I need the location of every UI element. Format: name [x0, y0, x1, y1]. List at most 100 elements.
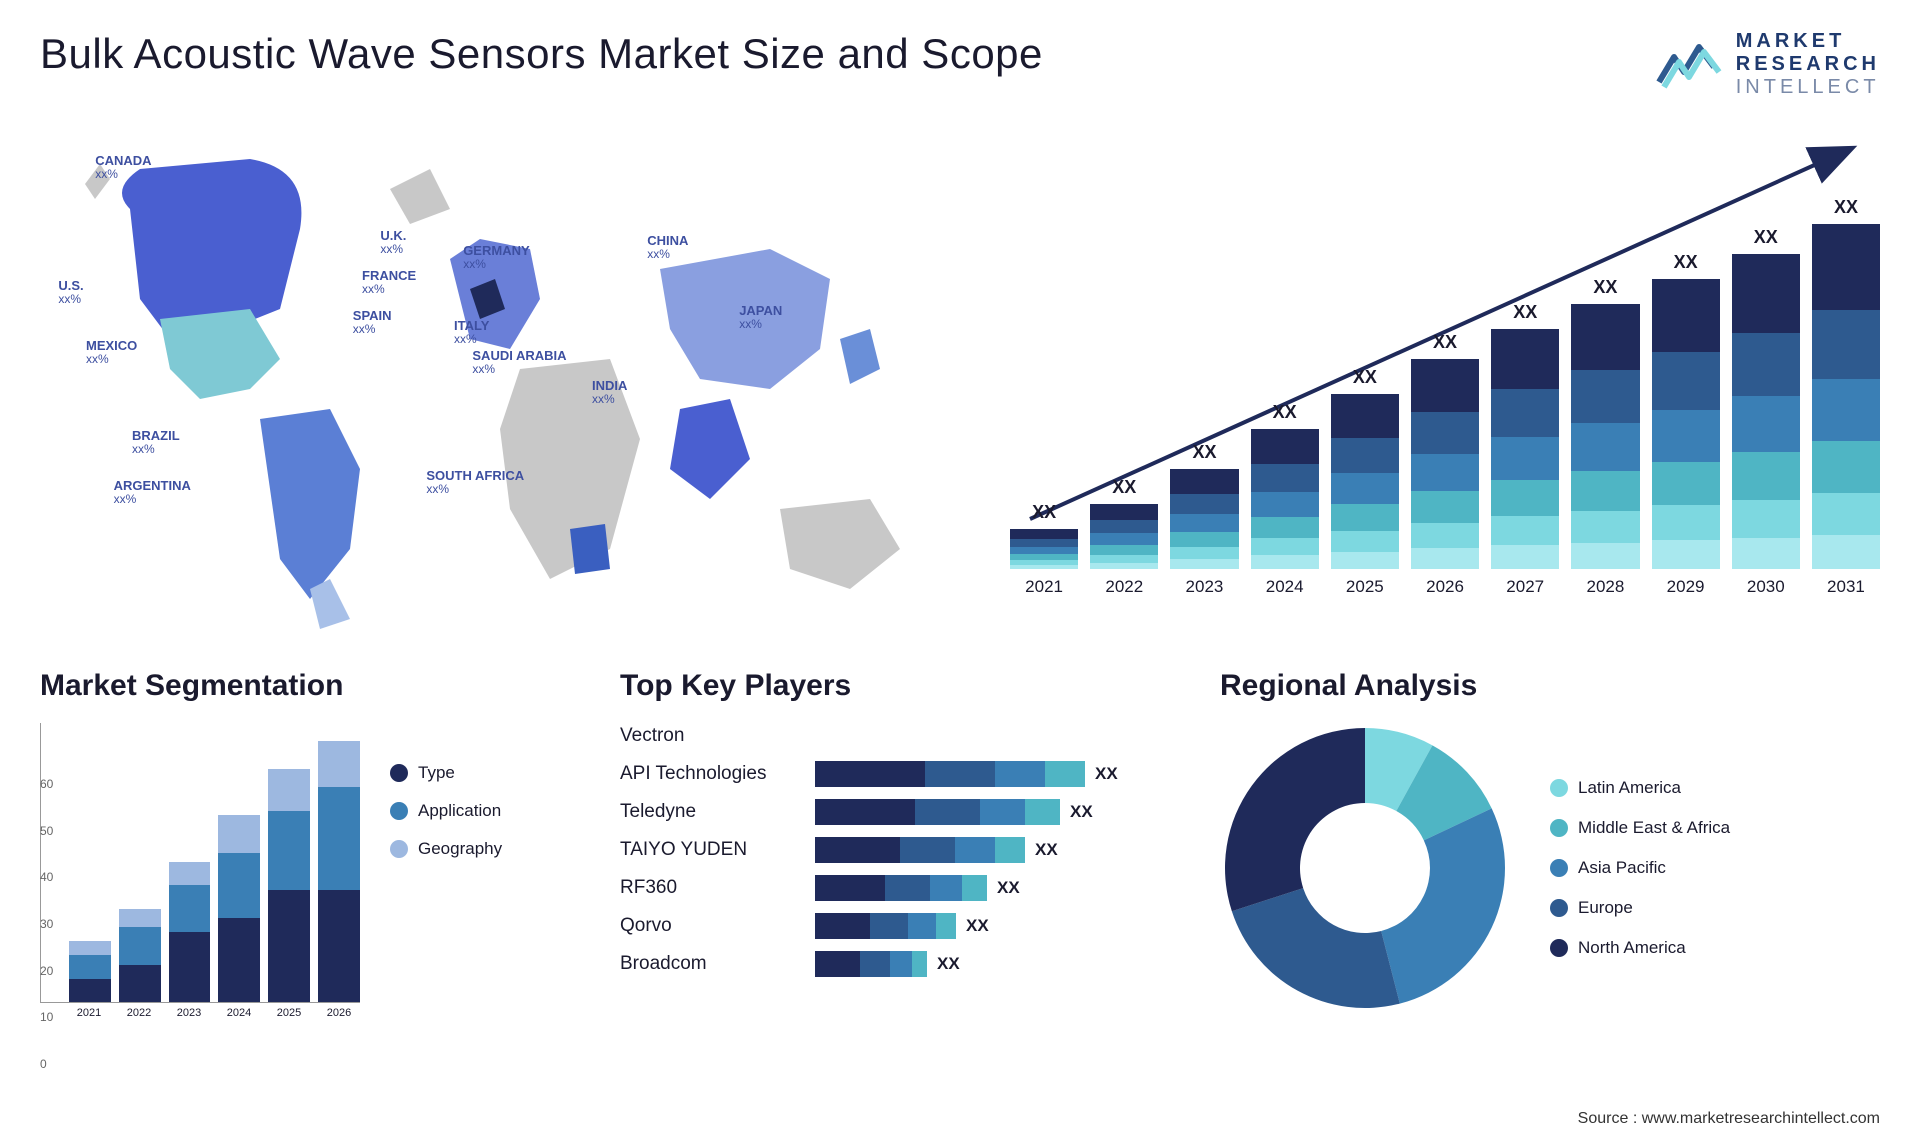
growth-bar-segment: [1812, 379, 1880, 441]
legend-dot: [1550, 779, 1568, 797]
growth-bar-segment: [1251, 517, 1319, 538]
player-bar: [815, 875, 987, 901]
legend-dot: [390, 840, 408, 858]
seg-year-label: 2023: [168, 1007, 210, 1019]
legend-label: Application: [418, 801, 501, 821]
seg-ytick: 10: [40, 1010, 53, 1024]
growth-bar-segment: [1812, 310, 1880, 379]
growth-bar-segment: [1652, 462, 1720, 506]
player-bar-segment: [995, 837, 1025, 863]
growth-bar-segment: [1090, 545, 1158, 555]
player-value: XX: [1035, 840, 1058, 860]
growth-bar-label: XX: [1834, 197, 1858, 218]
growth-year-label: 2021: [1010, 577, 1078, 597]
players-panel: Top Key Players VectronAPI TechnologiesX…: [620, 669, 1180, 1089]
map-label: CANADAxx%: [95, 154, 151, 181]
player-name: RF360: [620, 877, 800, 899]
logo-text: MARKET RESEARCH INTELLECT: [1736, 30, 1880, 99]
legend-item: Geography: [390, 839, 502, 859]
map-label: ITALYxx%: [454, 319, 489, 346]
legend-dot: [1550, 899, 1568, 917]
legend-item: Latin America: [1550, 778, 1730, 798]
growth-bar-segment: [1170, 494, 1238, 514]
player-value: XX: [1070, 802, 1093, 822]
legend-label: North America: [1578, 938, 1686, 958]
growth-bar: XX: [1732, 227, 1800, 569]
growth-bar-label: XX: [1754, 227, 1778, 248]
growth-bar-segment: [1652, 352, 1720, 410]
growth-bar: XX: [1812, 197, 1880, 569]
growth-bar-segment: [1732, 396, 1800, 453]
growth-bar-segment: [1331, 394, 1399, 438]
regional-legend: Latin America Middle East & Africa Asia Pa…: [1550, 778, 1730, 958]
player-bar-segment: [915, 799, 980, 825]
seg-ytick: 40: [40, 870, 53, 884]
seg-ytick: 20: [40, 964, 53, 978]
growth-bar-segment: [1090, 563, 1158, 570]
legend-item: Asia Pacific: [1550, 858, 1730, 878]
growth-bar-label: XX: [1032, 502, 1056, 523]
player-row: TAIYO YUDEN XX: [620, 837, 1180, 863]
growth-bar-segment: [1571, 471, 1639, 511]
growth-bar-segment: [1331, 438, 1399, 473]
legend-dot: [1550, 939, 1568, 957]
map-label: BRAZILxx%: [132, 429, 180, 456]
logo: MARKET RESEARCH INTELLECT: [1654, 30, 1880, 99]
growth-year-label: 2029: [1652, 577, 1720, 597]
segmentation-chart: 0102030405060 202120222023202420252026: [40, 723, 360, 1089]
growth-bar-segment: [1812, 535, 1880, 570]
map-label: U.K.xx%: [380, 229, 406, 256]
growth-bar-segment: [1010, 547, 1078, 554]
growth-bar-segment: [1652, 505, 1720, 540]
player-row: API TechnologiesXX: [620, 761, 1180, 787]
legend-item: Europe: [1550, 898, 1730, 918]
seg-bar-segment: [318, 741, 360, 788]
growth-bar-label: XX: [1353, 367, 1377, 388]
player-name: Teledyne: [620, 801, 800, 823]
legend-label: Asia Pacific: [1578, 858, 1666, 878]
seg-bar: [318, 741, 360, 1002]
player-name: TAIYO YUDEN: [620, 839, 800, 861]
player-bar-segment: [815, 913, 870, 939]
seg-year-label: 2026: [318, 1007, 360, 1019]
seg-bar-segment: [318, 890, 360, 1002]
growth-bar-segment: [1170, 514, 1238, 532]
growth-bar-segment: [1652, 410, 1720, 462]
seg-bar: [119, 909, 161, 1002]
seg-bar: [69, 941, 111, 1002]
growth-bar: XX: [1652, 252, 1720, 569]
donut-slice: [1232, 888, 1400, 1008]
growth-bar: XX: [1411, 332, 1479, 569]
growth-bar-segment: [1812, 441, 1880, 493]
player-bar: [815, 761, 1085, 787]
player-bar-segment: [870, 913, 908, 939]
legend-item: Middle East & Africa: [1550, 818, 1730, 838]
logo-icon: [1654, 37, 1724, 92]
map-label: GERMANYxx%: [463, 244, 529, 271]
growth-year-label: 2026: [1411, 577, 1479, 597]
map-label: INDIAxx%: [592, 379, 627, 406]
seg-bar: [169, 862, 211, 1002]
growth-bar-segment: [1652, 279, 1720, 352]
growth-bar-segment: [1571, 543, 1639, 570]
map-label: JAPANxx%: [739, 304, 782, 331]
growth-bar-label: XX: [1273, 402, 1297, 423]
growth-bar-segment: [1571, 304, 1639, 370]
page-title: Bulk Acoustic Wave Sensors Market Size a…: [40, 30, 1043, 78]
growth-bar-segment: [1812, 493, 1880, 534]
legend-item: North America: [1550, 938, 1730, 958]
growth-bar-segment: [1491, 516, 1559, 545]
seg-ytick: 0: [40, 1057, 47, 1071]
growth-year-label: 2022: [1090, 577, 1158, 597]
growth-bar-segment: [1090, 555, 1158, 563]
player-bar-segment: [930, 875, 962, 901]
player-bar-segment: [962, 875, 987, 901]
seg-bar-segment: [218, 918, 260, 1002]
growth-bar-segment: [1732, 333, 1800, 396]
growth-bar-segment: [1571, 511, 1639, 543]
growth-bar: XX: [1170, 442, 1238, 569]
growth-bar-segment: [1170, 559, 1238, 569]
seg-bar-segment: [119, 927, 161, 964]
growth-bar-segment: [1331, 552, 1399, 570]
growth-bar-label: XX: [1513, 302, 1537, 323]
